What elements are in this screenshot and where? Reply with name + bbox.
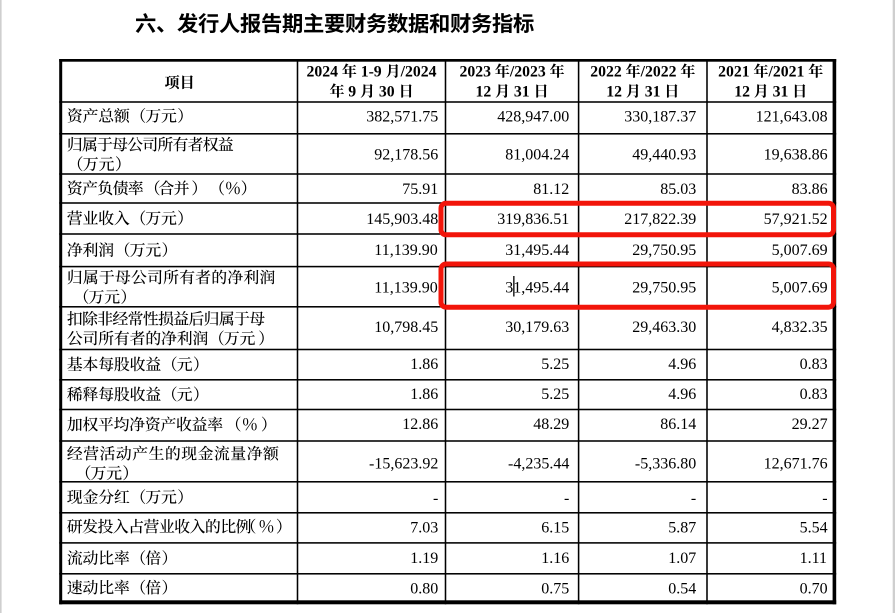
svg-text:-: - [691, 490, 696, 507]
svg-text:31,495.44: 31,495.44 [505, 279, 569, 296]
svg-text:1.16: 1.16 [541, 550, 569, 567]
svg-text:-: - [822, 490, 827, 507]
svg-text:11,139.90: 11,139.90 [374, 279, 437, 296]
svg-text:29,750.95: 29,750.95 [632, 242, 696, 259]
svg-text:1.86: 1.86 [410, 356, 438, 373]
svg-text:12: 12 [476, 83, 492, 100]
svg-text:12: 12 [606, 83, 622, 100]
svg-text:0.83: 0.83 [800, 356, 828, 373]
svg-text:30: 30 [379, 83, 395, 100]
svg-text:31: 31 [645, 83, 661, 100]
svg-text:1.07: 1.07 [668, 550, 696, 567]
svg-text:-: - [564, 490, 569, 507]
svg-text:/2022: /2022 [640, 64, 677, 81]
svg-text:19,638.86: 19,638.86 [764, 147, 828, 164]
svg-text:428,947.00: 428,947.00 [497, 109, 569, 126]
svg-text:5.25: 5.25 [541, 386, 569, 403]
svg-text:31: 31 [514, 83, 530, 100]
svg-text:4.96: 4.96 [668, 356, 696, 373]
svg-text:5,007.69: 5,007.69 [772, 242, 828, 259]
svg-text:0.75: 0.75 [541, 580, 569, 597]
svg-text:5.54: 5.54 [800, 519, 828, 536]
svg-text:2024: 2024 [307, 64, 339, 81]
svg-text:/2023: /2023 [509, 64, 546, 81]
svg-text:5.87: 5.87 [668, 519, 696, 536]
svg-text:29,463.30: 29,463.30 [632, 319, 696, 336]
svg-text:5,007.69: 5,007.69 [772, 279, 828, 296]
svg-text:29.27: 29.27 [792, 416, 828, 433]
svg-text:0.80: 0.80 [410, 580, 438, 597]
svg-text:5.25: 5.25 [541, 356, 569, 373]
svg-text:382,571.75: 382,571.75 [366, 109, 438, 126]
svg-text:12.86: 12.86 [402, 416, 438, 433]
svg-text:30,179.63: 30,179.63 [505, 319, 569, 336]
svg-text:12: 12 [734, 83, 750, 100]
svg-text:31: 31 [773, 83, 789, 100]
svg-text:121,643.08: 121,643.08 [756, 109, 828, 126]
svg-text:2021: 2021 [718, 64, 750, 81]
svg-text:81,004.24: 81,004.24 [505, 147, 569, 164]
svg-text:12,671.76: 12,671.76 [764, 455, 828, 472]
svg-text:/2024: /2024 [400, 64, 437, 81]
svg-text:2022: 2022 [590, 64, 622, 81]
svg-text:-: - [433, 490, 438, 507]
svg-text:6.15: 6.15 [541, 519, 569, 536]
svg-text:0.54: 0.54 [668, 580, 696, 597]
svg-text:1.19: 1.19 [410, 550, 438, 567]
svg-text:1-9: 1-9 [361, 64, 382, 81]
svg-text:-5,336.80: -5,336.80 [635, 455, 696, 472]
svg-text:1.86: 1.86 [410, 386, 438, 403]
svg-text:75.91: 75.91 [402, 181, 438, 198]
svg-text:-15,623.92: -15,623.92 [369, 455, 438, 472]
svg-text:81.12: 81.12 [533, 181, 569, 198]
svg-text:9: 9 [348, 83, 356, 100]
svg-text:4,832.35: 4,832.35 [772, 319, 828, 336]
svg-text:/2021: /2021 [768, 64, 805, 81]
svg-text:2023: 2023 [460, 64, 492, 81]
svg-text:57,921.52: 57,921.52 [764, 211, 828, 228]
svg-text:85.03: 85.03 [660, 181, 696, 198]
svg-text:330,187.37: 330,187.37 [624, 109, 696, 126]
svg-text:4.96: 4.96 [668, 386, 696, 403]
svg-text:11,139.90: 11,139.90 [374, 242, 437, 259]
svg-text:217,822.39: 217,822.39 [624, 211, 696, 228]
svg-text:92,178.56: 92,178.56 [374, 147, 438, 164]
svg-text:145,903.48: 145,903.48 [366, 211, 438, 228]
svg-text:1.11: 1.11 [800, 550, 827, 567]
svg-text:10,798.45: 10,798.45 [374, 319, 438, 336]
svg-text:83.86: 83.86 [792, 181, 828, 198]
svg-text:-4,235.44: -4,235.44 [508, 455, 569, 472]
svg-text:48.29: 48.29 [533, 416, 569, 433]
svg-text:29,750.95: 29,750.95 [632, 279, 696, 296]
svg-text:0.70: 0.70 [800, 580, 828, 597]
svg-text:7.03: 7.03 [410, 519, 438, 536]
svg-text:49,440.93: 49,440.93 [632, 147, 696, 164]
svg-text:31,495.44: 31,495.44 [505, 242, 569, 259]
svg-text:319,836.51: 319,836.51 [497, 211, 569, 228]
svg-text:86.14: 86.14 [660, 416, 696, 433]
svg-text:0.83: 0.83 [800, 386, 828, 403]
